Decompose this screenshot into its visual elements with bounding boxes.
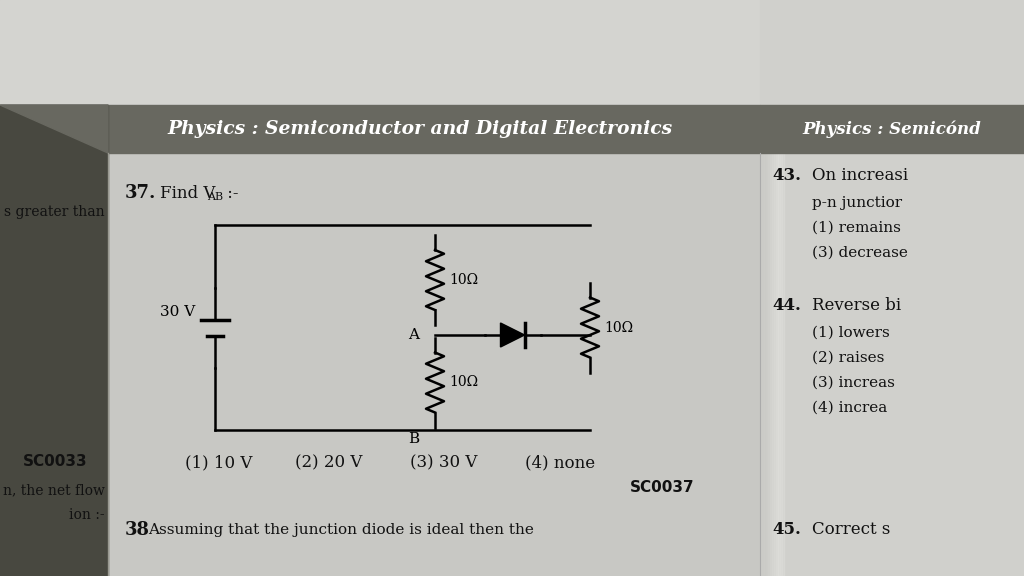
Text: 10Ω: 10Ω xyxy=(604,320,633,335)
Bar xyxy=(0,105,108,576)
Polygon shape xyxy=(0,105,108,153)
Bar xyxy=(774,153,780,576)
Bar xyxy=(764,153,770,576)
Text: Reverse bi: Reverse bi xyxy=(812,297,901,313)
Bar xyxy=(760,0,1024,576)
Text: Assuming that the junction diode is ideal then the: Assuming that the junction diode is idea… xyxy=(148,523,534,537)
Text: 10Ω: 10Ω xyxy=(449,376,478,389)
Text: A: A xyxy=(408,328,419,342)
Text: 43.: 43. xyxy=(772,166,801,184)
Bar xyxy=(778,153,784,576)
Text: (1) remains: (1) remains xyxy=(812,221,901,235)
Bar xyxy=(762,153,768,576)
Bar xyxy=(108,153,760,576)
Text: (2) 20 V: (2) 20 V xyxy=(295,454,362,472)
Text: s greater than: s greater than xyxy=(4,205,105,219)
Text: (2) raises: (2) raises xyxy=(812,351,885,365)
Text: Physics : Semiconductor and Digital Electronics: Physics : Semiconductor and Digital Elec… xyxy=(168,120,673,138)
Text: 37.: 37. xyxy=(125,184,157,202)
Text: Find V: Find V xyxy=(160,184,215,202)
Bar xyxy=(766,153,772,576)
Text: :-: :- xyxy=(222,184,239,202)
Text: 38: 38 xyxy=(125,521,150,539)
Text: 10Ω: 10Ω xyxy=(449,273,478,287)
Text: Physics : Semicónd: Physics : Semicónd xyxy=(803,120,981,138)
Bar xyxy=(0,0,1024,105)
Text: n, the net flow: n, the net flow xyxy=(3,483,105,497)
Polygon shape xyxy=(501,323,524,347)
Text: SC0033: SC0033 xyxy=(23,454,87,469)
Text: (4) increa: (4) increa xyxy=(812,401,887,415)
Bar xyxy=(760,153,766,576)
Bar xyxy=(772,153,778,576)
Bar xyxy=(0,105,760,153)
Text: ion :-: ion :- xyxy=(70,508,105,522)
Bar xyxy=(776,153,782,576)
Bar xyxy=(768,153,774,576)
Text: p-n junctior: p-n junctior xyxy=(812,196,902,210)
Text: SC0037: SC0037 xyxy=(630,480,694,495)
Bar xyxy=(770,153,776,576)
Text: (3) 30 V: (3) 30 V xyxy=(410,454,477,472)
Text: AB: AB xyxy=(207,192,223,202)
Text: Correct s: Correct s xyxy=(812,521,891,539)
Text: (3) decrease: (3) decrease xyxy=(812,246,908,260)
Text: (4) none: (4) none xyxy=(525,454,595,472)
Text: 44.: 44. xyxy=(772,297,801,313)
Text: (1) lowers: (1) lowers xyxy=(812,326,890,340)
Text: B: B xyxy=(408,432,419,446)
Text: 30 V: 30 V xyxy=(160,305,195,320)
Text: 45.: 45. xyxy=(772,521,801,539)
Text: (1) 10 V: (1) 10 V xyxy=(185,454,252,472)
Text: (3) increas: (3) increas xyxy=(812,376,895,390)
Text: On increasi: On increasi xyxy=(812,166,908,184)
Bar xyxy=(760,105,1024,153)
